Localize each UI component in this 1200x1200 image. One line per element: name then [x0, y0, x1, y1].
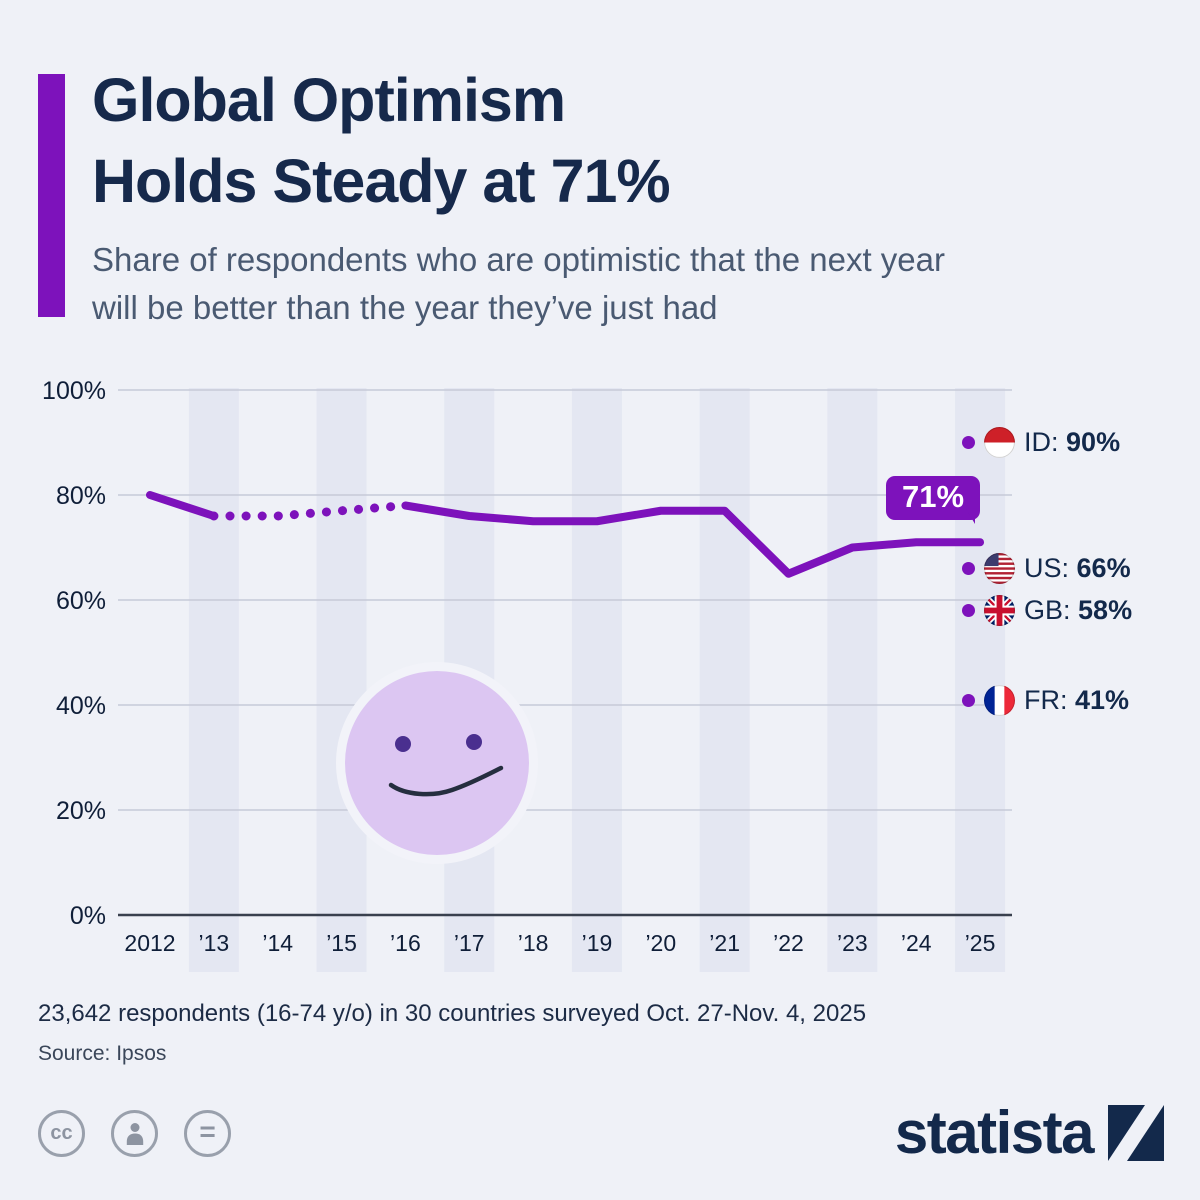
x-tick-label: ’16 [390, 930, 421, 956]
annotation-badge: 71% [886, 476, 981, 525]
subtitle-line-2: will be better than the year they’ve jus… [92, 288, 718, 326]
smiley-halo [336, 662, 538, 864]
legend-item-united-kingdom: GB: 58% [962, 593, 1132, 627]
x-tick-label: ’21 [709, 930, 740, 956]
legend-dot [962, 603, 975, 617]
series-line-solid-start [146, 491, 218, 520]
x-tick-label: ’23 [837, 930, 868, 956]
x-tick-label: ’14 [262, 930, 293, 956]
title-accent-bar [38, 74, 65, 317]
legend-dot [962, 693, 975, 707]
legend-item-united-states: US: 66% [962, 551, 1131, 585]
background-stripe [316, 388, 367, 972]
legend-label: FR: 41% [1024, 684, 1130, 715]
no-derivatives-icon: = [184, 1110, 231, 1157]
y-tick-label: 100% [42, 377, 106, 405]
license-icons: cc = [38, 1110, 231, 1157]
background-stripe [188, 388, 239, 972]
legend-dot [962, 561, 975, 575]
x-tick-label: ’19 [582, 930, 613, 956]
y-tick-label: 20% [56, 797, 106, 825]
smiley-eye-left [395, 736, 411, 752]
title-line-2: Holds Steady at 71% [92, 147, 671, 216]
statista-logo: statista [895, 1098, 1164, 1167]
x-tick-label: ’24 [901, 930, 932, 956]
source-line: Source: Ipsos [38, 1042, 167, 1065]
y-tick-label: 80% [56, 482, 106, 510]
x-tick-label: ’18 [518, 930, 549, 956]
x-tick-label: ’13 [198, 930, 229, 956]
survey-note: 23,642 respondents (16-74 y/o) in 30 cou… [38, 1000, 867, 1027]
background-stripe [827, 388, 878, 972]
subtitle: Share of respondents who are optimistic … [92, 236, 945, 332]
legend-label: US: 66% [1024, 552, 1131, 583]
statista-logo-text: statista [894, 1099, 1095, 1166]
legend-label: GB: 58% [1024, 594, 1133, 625]
background-stripe [699, 388, 750, 972]
y-tick-label: 0% [70, 902, 106, 930]
x-tick-label: 2012 [124, 930, 175, 956]
legend-label: ID: 90% [1024, 426, 1121, 457]
page-title: Global Optimism Holds Steady at 71% [92, 60, 671, 222]
legend-item-france: FR: 41% [962, 683, 1129, 717]
x-tick-label: ’20 [645, 930, 676, 956]
subtitle-line-1: Share of respondents who are optimistic … [92, 241, 945, 278]
smiley-mouth [388, 765, 504, 797]
y-tick-label: 40% [56, 692, 106, 720]
legend-dot [962, 435, 975, 449]
smiley-face-icon [345, 671, 529, 855]
x-tick-label: ’22 [773, 930, 804, 956]
us-flag-icon [984, 552, 1015, 584]
y-tick-label: 60% [56, 587, 106, 615]
legend-item-indonesia: ID: 90% [962, 425, 1120, 459]
creative-commons-icon: cc [38, 1110, 85, 1157]
attribution-person-icon [111, 1110, 158, 1157]
uk-flag-icon [984, 594, 1015, 626]
background-stripe [444, 388, 495, 972]
smiley-eye-right [466, 734, 482, 750]
series-line-dotted [209, 501, 410, 521]
indonesia-flag-icon [984, 426, 1015, 458]
background-stripe [571, 388, 622, 972]
title-line-1: Global Optimism [92, 66, 566, 134]
x-tick-label: ’15 [326, 930, 357, 956]
statista-logo-mark [1108, 1104, 1164, 1161]
x-tick-label: ’25 [965, 930, 996, 956]
france-flag-icon [984, 684, 1015, 716]
x-tick-label: ’17 [454, 930, 485, 956]
